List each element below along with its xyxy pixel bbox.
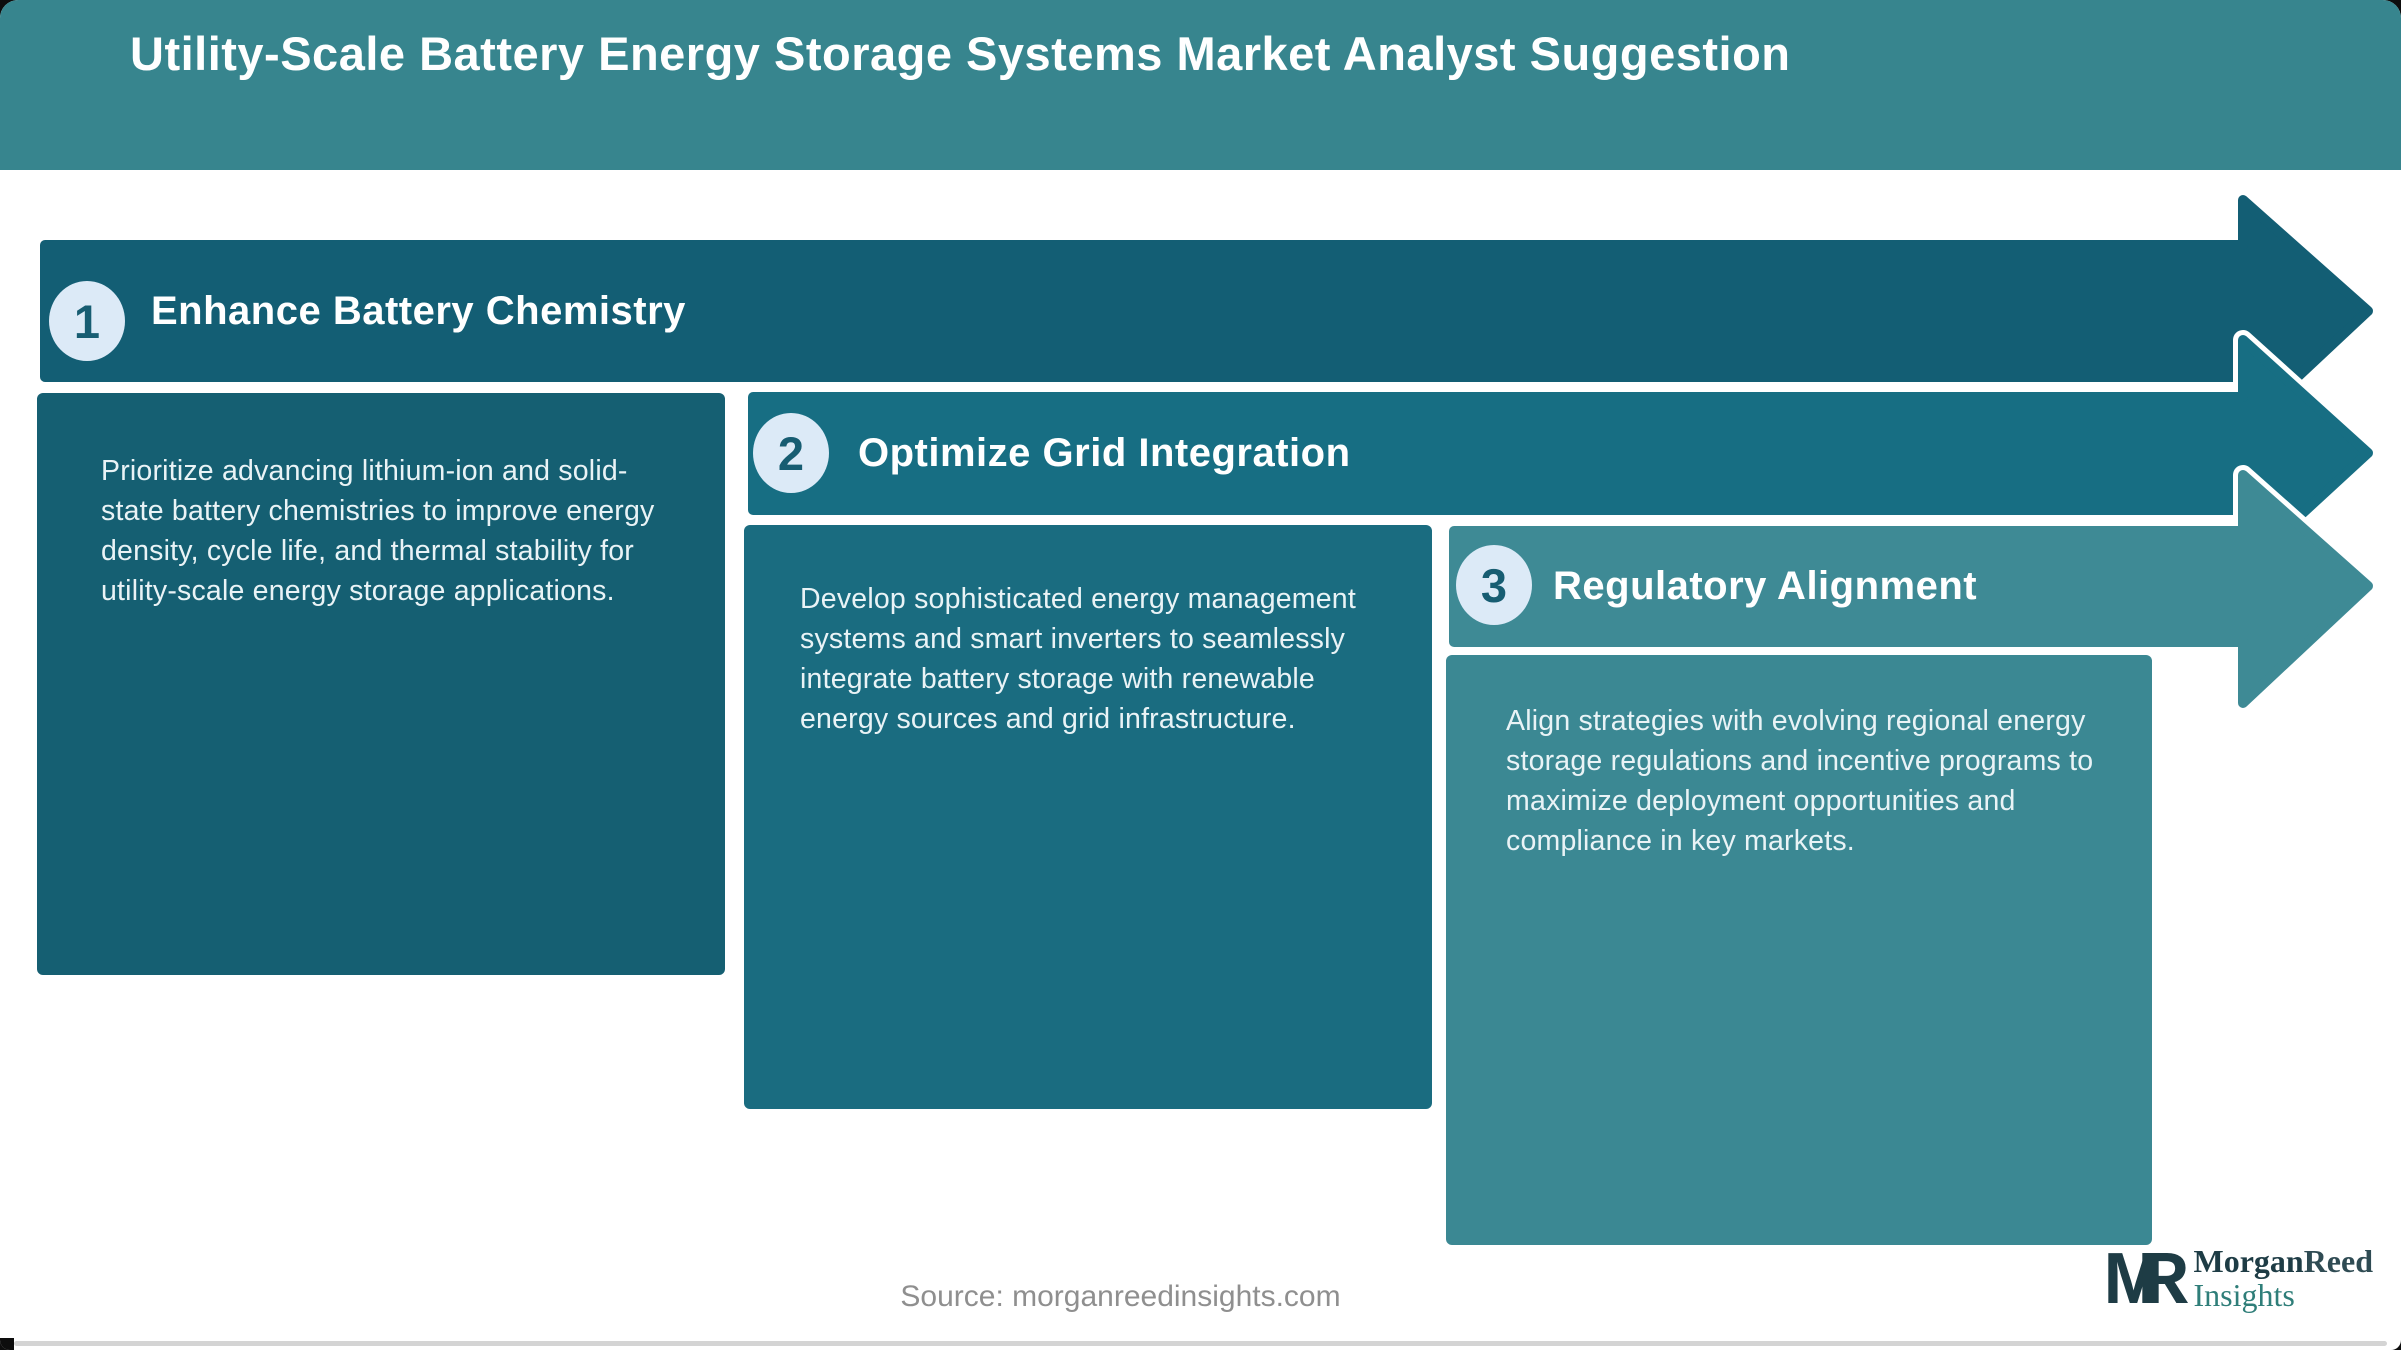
step-description-text-1: Prioritize advancing lithium-ion and sol… bbox=[101, 455, 655, 607]
corner-notch bbox=[0, 1338, 14, 1350]
header-band: Utility-Scale Battery Energy Storage Sys… bbox=[0, 0, 2401, 170]
step-description-box-1: Prioritize advancing lithium-ion and sol… bbox=[37, 393, 725, 975]
brand-logo: M R MorganReed Insights bbox=[2104, 1243, 2374, 1315]
arrow-banner-2 bbox=[743, 330, 2378, 578]
step-number-badge-2: 2 bbox=[753, 413, 829, 493]
brand-subtitle: Insights bbox=[2193, 1277, 2295, 1313]
brand-name-part2: Reed bbox=[2303, 1243, 2373, 1280]
step-description-box-2: Develop sophisticated energy management … bbox=[744, 525, 1432, 1109]
bottom-divider-line bbox=[14, 1341, 2387, 1346]
step-description-box-3: Align strategies with evolving regional … bbox=[1446, 655, 2152, 1245]
brand-wordmark: MorganReed Insights bbox=[2193, 1245, 2373, 1312]
arrow-banner-3 bbox=[1444, 465, 2378, 713]
brand-name-part1: Morgan bbox=[2193, 1243, 2304, 1280]
step-title-3: Regulatory Alignment bbox=[1553, 564, 1978, 608]
step-number-badge-1: 1 bbox=[49, 281, 125, 361]
step-title-2: Optimize Grid Integration bbox=[858, 431, 1351, 475]
brand-name: MorganReed bbox=[2193, 1245, 2373, 1279]
arrow-banner-1 bbox=[35, 190, 2378, 438]
right-arrow-shape-1 bbox=[35, 190, 2378, 438]
monogram-letter-r: R bbox=[2137, 1239, 2189, 1319]
brand-monogram-icon: M R bbox=[2103, 1239, 2190, 1319]
step-description-text-3: Align strategies with evolving regional … bbox=[1506, 705, 2094, 857]
source-attribution: Source: morganreedinsights.com bbox=[900, 1280, 1341, 1313]
step-number-badge-3: 3 bbox=[1456, 545, 1532, 625]
right-arrow-shape-3 bbox=[1444, 465, 2378, 713]
step-description-text-2: Develop sophisticated energy management … bbox=[800, 583, 1356, 735]
right-arrow-shape-2 bbox=[743, 330, 2378, 578]
monogram-letter-m: M bbox=[2103, 1239, 2164, 1319]
page-title: Utility-Scale Battery Energy Storage Sys… bbox=[130, 27, 1791, 80]
step-title-1: Enhance Battery Chemistry bbox=[151, 288, 686, 333]
